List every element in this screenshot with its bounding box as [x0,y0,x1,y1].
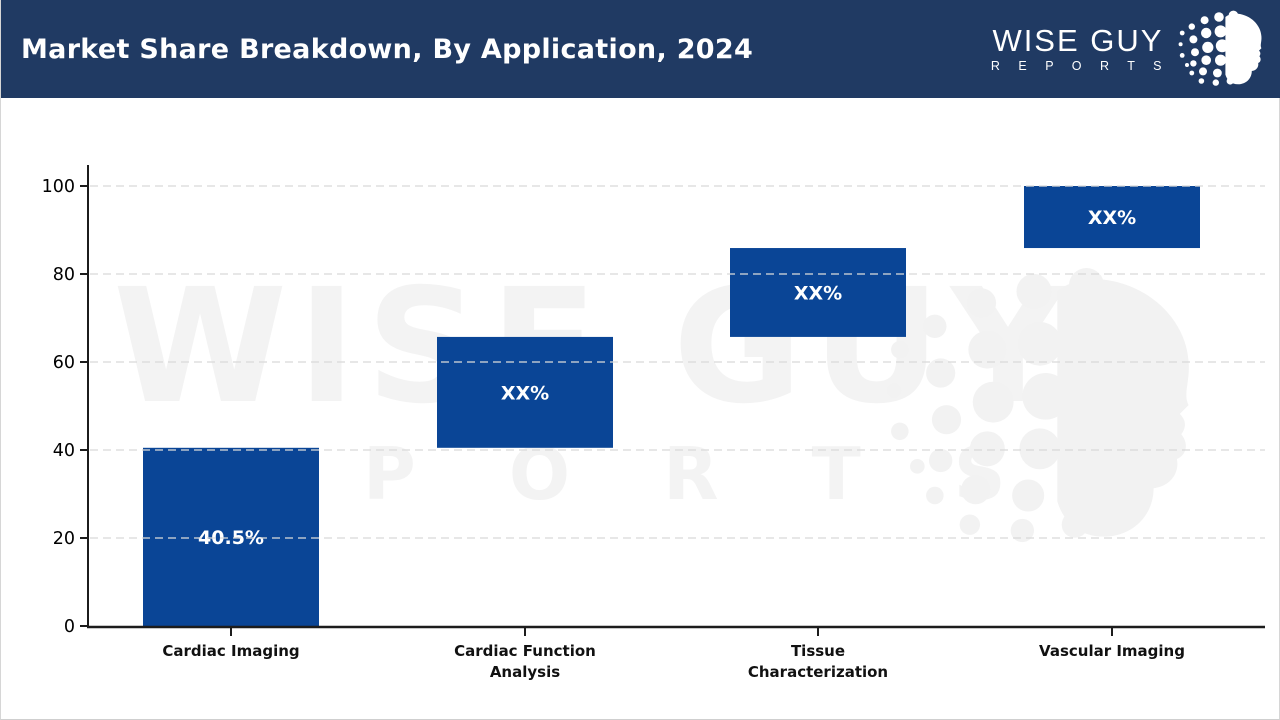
category-label-cardiac-function-analysis: Cardiac Function Analysis [454,642,596,681]
bar-value-label: XX% [501,382,549,404]
bar-value-label: XX% [1088,207,1136,229]
y-tick-label: 60 [53,353,75,373]
bar-cardiac-function-analysis [437,336,613,448]
wiseguy-logo: WISE GUY R E P O R T S [987,8,1267,90]
logo-face-icon [1178,10,1262,86]
page-title: Market Share Breakdown, By Application, … [21,33,754,65]
category-label-vascular-imaging: Vascular Imaging [1039,642,1185,660]
y-tick-label: 0 [64,617,75,637]
logo-text: WISE GUY R E P O R T S [987,25,1169,73]
y-tick-label: 100 [42,177,75,197]
logo-subtext: R E P O R T S [990,59,1169,73]
bar-vascular-imaging [1024,186,1200,249]
y-tick-label: 20 [53,529,75,549]
y-tick-label: 40 [53,441,75,461]
bar-tissue-characterization [730,248,906,337]
category-label-cardiac-imaging: Cardiac Imaging [162,642,299,660]
logo-wordmark: WISE GUY [992,23,1164,58]
bar-value-label: 40.5% [198,527,264,549]
header-bar: Market Share Breakdown, By Application, … [1,0,1280,98]
bar-cardiac-imaging [143,447,319,626]
category-label-tissue-characterization: Tissue Characterization [748,642,888,681]
bar-value-label: XX% [794,282,842,304]
y-tick-label: 80 [53,265,75,285]
